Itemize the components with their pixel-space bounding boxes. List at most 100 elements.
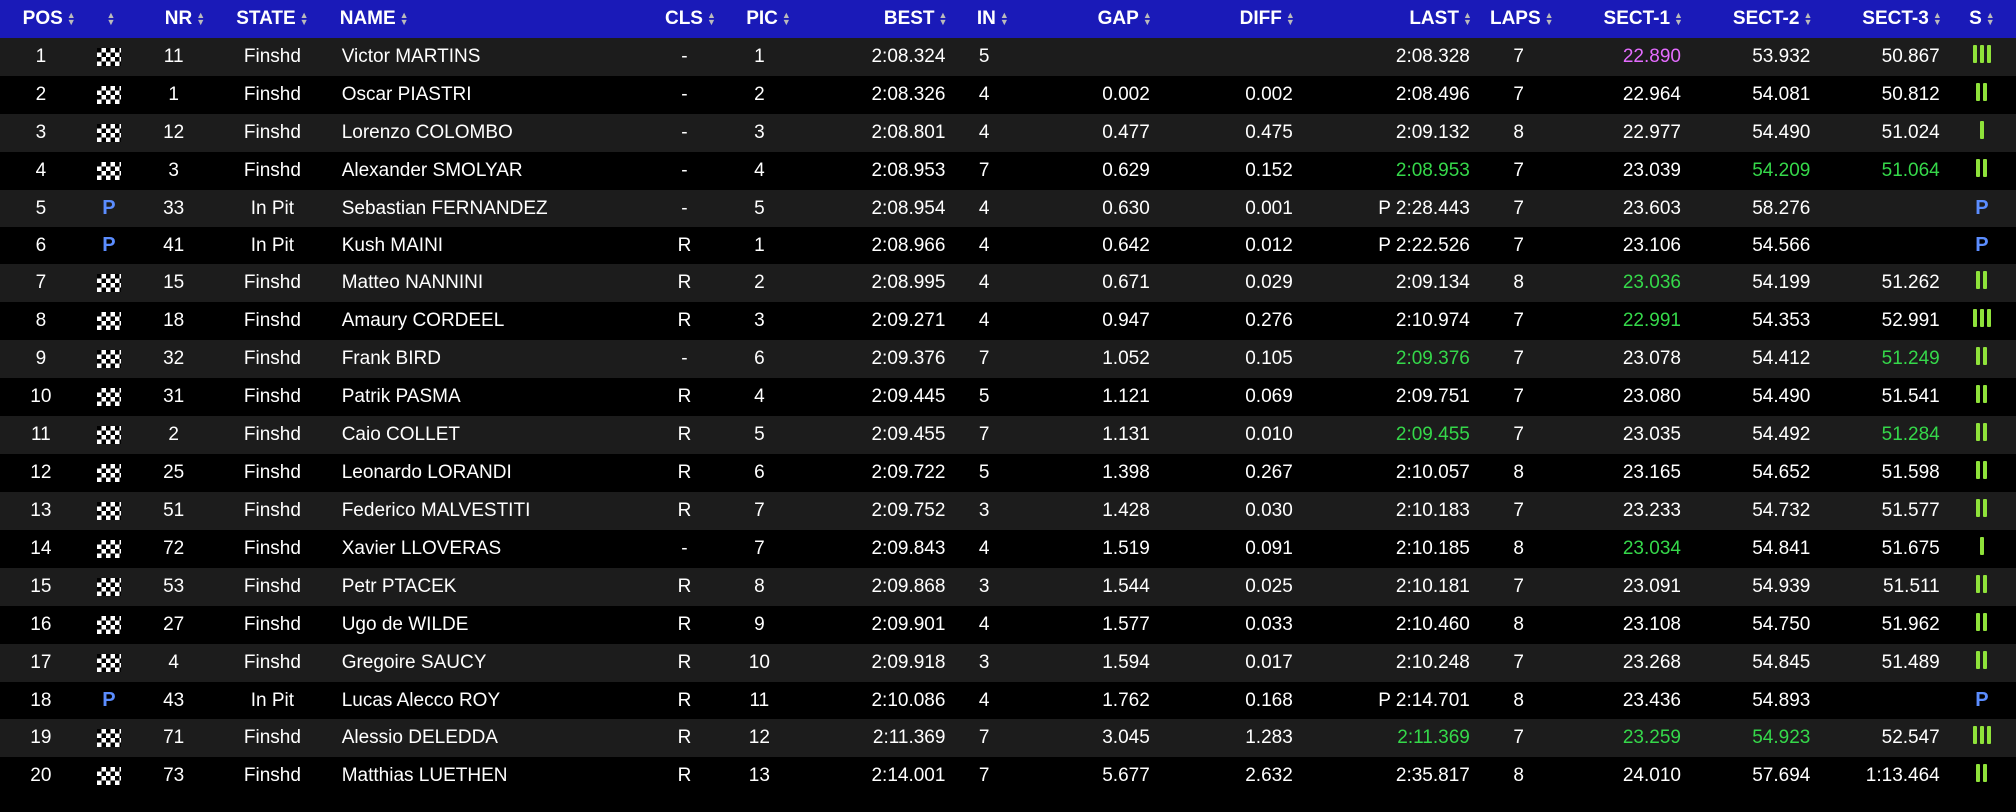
cell-cls: R [647,378,722,416]
cell-laps: 7 [1478,76,1560,114]
col-laps[interactable]: LAPS [1478,0,1560,38]
cell-name: Xavier LLOVERAS [334,530,647,568]
cell-gap: 0.477 [1015,114,1158,152]
cell-cls: R [647,302,722,340]
cell-s: P [1948,227,2016,264]
cell-s2: 54.566 [1689,227,1818,264]
cell-pic: 9 [722,606,797,644]
col-cls[interactable]: CLS [647,0,722,38]
cell-state: Finshd [211,416,334,454]
col-in[interactable]: IN [953,0,1014,38]
cell-name: Ugo de WILDE [334,606,647,644]
col-gap[interactable]: GAP [1015,0,1158,38]
table-row[interactable]: 1351FinshdFederico MALVESTITIR72:09.7523… [0,492,2016,530]
sort-icon [1674,12,1683,26]
cell-s2: 54.939 [1689,568,1818,606]
col-diff[interactable]: DIFF [1158,0,1301,38]
cell-nr: 33 [136,190,211,227]
cell-nr: 12 [136,114,211,152]
cell-flag [82,454,136,492]
cell-s1: 22.890 [1560,38,1689,76]
cell-in: 7 [953,152,1014,190]
table-row[interactable]: 932FinshdFrank BIRD-62:09.37671.0520.105… [0,340,2016,378]
table-row[interactable]: 1971FinshdAlessio DELEDDAR122:11.36973.0… [0,719,2016,757]
cell-pos: 1 [0,38,82,76]
checkered-flag-icon [97,578,121,596]
table-row[interactable]: 1031FinshdPatrik PASMAR42:09.44551.1210.… [0,378,2016,416]
col-nr[interactable]: NR [136,0,211,38]
table-row[interactable]: 818FinshdAmaury CORDEELR32:09.27140.9470… [0,302,2016,340]
cell-state: Finshd [211,644,334,682]
table-row[interactable]: 111FinshdVictor MARTINS-12:08.32452:08.3… [0,38,2016,76]
cell-pos: 14 [0,530,82,568]
table-row[interactable]: 21FinshdOscar PIASTRI-22:08.32640.0020.0… [0,76,2016,114]
table-row[interactable]: 112FinshdCaio COLLETR52:09.45571.1310.01… [0,416,2016,454]
cell-laps: 7 [1478,190,1560,227]
cell-name: Matteo NANNINI [334,264,647,302]
sort-icon [300,12,309,26]
cell-s [1948,416,2016,454]
sort-icon [782,12,791,26]
cell-pic: 12 [722,719,797,757]
cell-pos: 3 [0,114,82,152]
cell-in: 5 [953,454,1014,492]
cell-s2: 54.492 [1689,416,1818,454]
sort-icon [1933,12,1942,26]
sort-icon [1803,12,1812,26]
cell-s [1948,454,2016,492]
cell-laps: 7 [1478,302,1560,340]
cell-pos: 12 [0,454,82,492]
table-row[interactable]: 18P43In PitLucas Alecco ROYR112:10.08641… [0,682,2016,719]
col-name[interactable]: NAME [334,0,647,38]
col-pos[interactable]: POS [0,0,82,38]
col-pic[interactable]: PIC [722,0,797,38]
cell-nr: 71 [136,719,211,757]
col-s1[interactable]: SECT-1 [1560,0,1689,38]
table-row[interactable]: 1627FinshdUgo de WILDER92:09.90141.5770.… [0,606,2016,644]
table-row[interactable]: 6P41In PitKush MAINIR12:08.96640.6420.01… [0,227,2016,264]
cell-cls: R [647,644,722,682]
cell-s1: 23.080 [1560,378,1689,416]
header-row: POS NR STATE NAME CLS PIC BEST IN GAP DI… [0,0,2016,38]
table-row[interactable]: 174FinshdGregoire SAUCYR102:09.91831.594… [0,644,2016,682]
checkered-flag-icon [97,388,121,406]
cell-pos: 13 [0,492,82,530]
sort-icon [1143,12,1152,26]
cell-name: Sebastian FERNANDEZ [334,190,647,227]
col-flag[interactable] [82,0,136,38]
cell-flag [82,416,136,454]
table-row[interactable]: 1225FinshdLeonardo LORANDIR62:09.72251.3… [0,454,2016,492]
cell-gap: 1.398 [1015,454,1158,492]
sector-bars-icon [1976,159,1987,177]
table-row[interactable]: 1472FinshdXavier LLOVERAS-72:09.84341.51… [0,530,2016,568]
col-s2[interactable]: SECT-2 [1689,0,1818,38]
cell-diff: 0.168 [1158,682,1301,719]
table-row[interactable]: 43FinshdAlexander SMOLYAR-42:08.95370.62… [0,152,2016,190]
cell-in: 4 [953,302,1014,340]
cell-best: 2:08.801 [797,114,954,152]
cell-gap: 0.002 [1015,76,1158,114]
table-row[interactable]: 312FinshdLorenzo COLOMBO-32:08.80140.477… [0,114,2016,152]
table-body: 111FinshdVictor MARTINS-12:08.32452:08.3… [0,38,2016,795]
col-best[interactable]: BEST [797,0,954,38]
table-row[interactable]: 715FinshdMatteo NANNINIR22:08.99540.6710… [0,264,2016,302]
cell-gap: 0.629 [1015,152,1158,190]
table-row[interactable]: 2073FinshdMatthias LUETHENR132:14.00175.… [0,757,2016,795]
sort-icon [196,12,205,26]
col-s3[interactable]: SECT-3 [1818,0,1947,38]
cell-best: 2:09.271 [797,302,954,340]
cell-pic: 6 [722,340,797,378]
col-s[interactable]: S [1948,0,2016,38]
cell-pos: 7 [0,264,82,302]
cell-last: 2:09.134 [1301,264,1478,302]
sector-bars-icon [1980,121,1984,139]
col-state[interactable]: STATE [211,0,334,38]
cell-gap: 5.677 [1015,757,1158,795]
table-row[interactable]: 5P33In PitSebastian FERNANDEZ-52:08.9544… [0,190,2016,227]
cell-diff: 0.030 [1158,492,1301,530]
cell-laps: 7 [1478,378,1560,416]
table-row[interactable]: 1553FinshdPetr PTACEKR82:09.86831.5440.0… [0,568,2016,606]
cell-in: 7 [953,719,1014,757]
cell-in: 5 [953,38,1014,76]
col-last[interactable]: LAST [1301,0,1478,38]
